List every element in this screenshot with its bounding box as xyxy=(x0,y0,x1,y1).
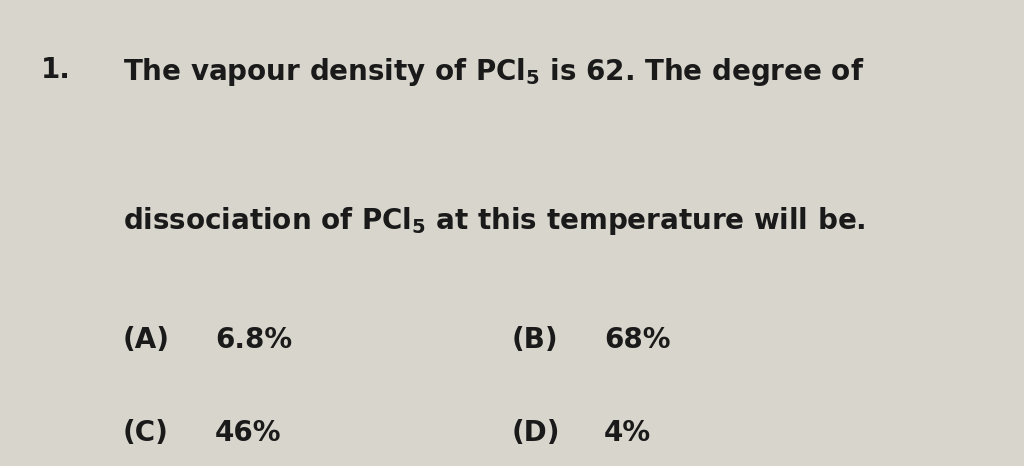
Text: 1.: 1. xyxy=(41,56,71,84)
Text: 6.8%: 6.8% xyxy=(215,326,292,354)
Text: 46%: 46% xyxy=(215,419,282,447)
Text: dissociation of $\mathregular{PCl_5}$ at this temperature will be.: dissociation of $\mathregular{PCl_5}$ at… xyxy=(123,205,865,237)
Text: (C): (C) xyxy=(123,419,169,447)
Text: (B): (B) xyxy=(512,326,559,354)
Text: 68%: 68% xyxy=(604,326,671,354)
Text: The vapour density of $\mathregular{PCl_5}$ is 62. The degree of: The vapour density of $\mathregular{PCl_… xyxy=(123,56,864,88)
Text: 4%: 4% xyxy=(604,419,651,447)
Text: (A): (A) xyxy=(123,326,170,354)
Text: (D): (D) xyxy=(512,419,560,447)
